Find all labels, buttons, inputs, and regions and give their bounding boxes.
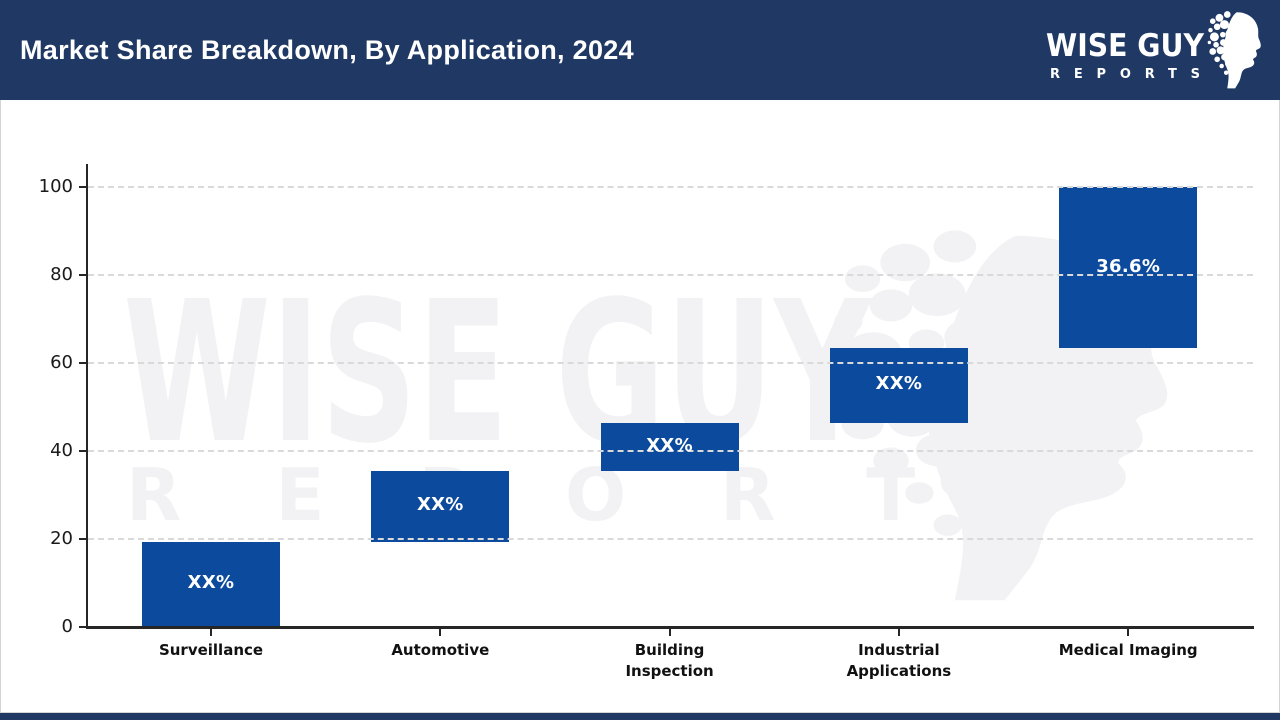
y-axis-tick-40 [79, 450, 88, 452]
bar-automotive [371, 470, 510, 542]
x-category-label: Surveillance [158, 641, 264, 659]
bar-value-label: 36.6% [1096, 255, 1161, 277]
bar-building-inspection [600, 422, 739, 471]
grid-line-100 [88, 186, 1253, 188]
grid-line-40 [88, 450, 1253, 452]
x-axis-line [86, 626, 1254, 629]
grid-line-20 [88, 538, 1253, 540]
y-axis-tick-0 [79, 626, 88, 628]
x-axis-tick [1127, 629, 1130, 636]
logo-subname-text: REPORTS [1050, 67, 1200, 82]
x-axis-tick [897, 629, 900, 636]
y-axis-line [86, 164, 88, 628]
plot-area: 0 20 40 60 80 100 XX% Surveillance XX% Automotive… [39, 176, 1253, 680]
y-axis-label-100: 100 [38, 176, 73, 197]
logo-face-icon [1207, 11, 1261, 89]
brand-logo: WISE GUY REPORTS [1018, 6, 1268, 98]
y-axis-label-0: 0 [61, 616, 73, 637]
y-axis-tick-100 [79, 186, 88, 188]
logo-name-text: WISE GUY [1046, 28, 1204, 64]
x-category-label: Industrial Applications [846, 641, 952, 680]
x-axis-tick [210, 629, 212, 636]
bar-value-label: XX% [416, 494, 464, 516]
footer-bar [0, 713, 1280, 720]
bar-surveillance [142, 541, 280, 627]
wise-guy-logo-icon: WISE GUY REPORTS [1046, 11, 1261, 89]
x-category-label: Medical Imaging [1058, 641, 1198, 659]
x-category-label: Automotive [391, 641, 490, 659]
bar-value-label: XX% [875, 373, 923, 395]
bar-value-label: XX% [187, 572, 235, 594]
grid-line-80 [88, 274, 1253, 276]
x-axis-tick [668, 629, 671, 636]
bar-value-label: XX% [646, 434, 693, 456]
y-axis-label-40: 40 [50, 440, 73, 461]
grid-line-60 [88, 362, 1253, 364]
header: Market Share Breakdown, By Application, … [0, 0, 1280, 100]
y-axis-label-60: 60 [50, 352, 73, 373]
y-axis-tick-60 [79, 362, 88, 364]
x-category-label: Building Inspection [625, 641, 714, 680]
y-axis-label-20: 20 [50, 528, 73, 549]
y-axis-label-80: 80 [50, 264, 73, 285]
y-axis-tick-20 [79, 538, 88, 540]
y-axis-tick-80 [79, 274, 88, 276]
x-axis-tick [439, 629, 442, 636]
chart-title: Market Share Breakdown, By Application, … [20, 34, 634, 65]
